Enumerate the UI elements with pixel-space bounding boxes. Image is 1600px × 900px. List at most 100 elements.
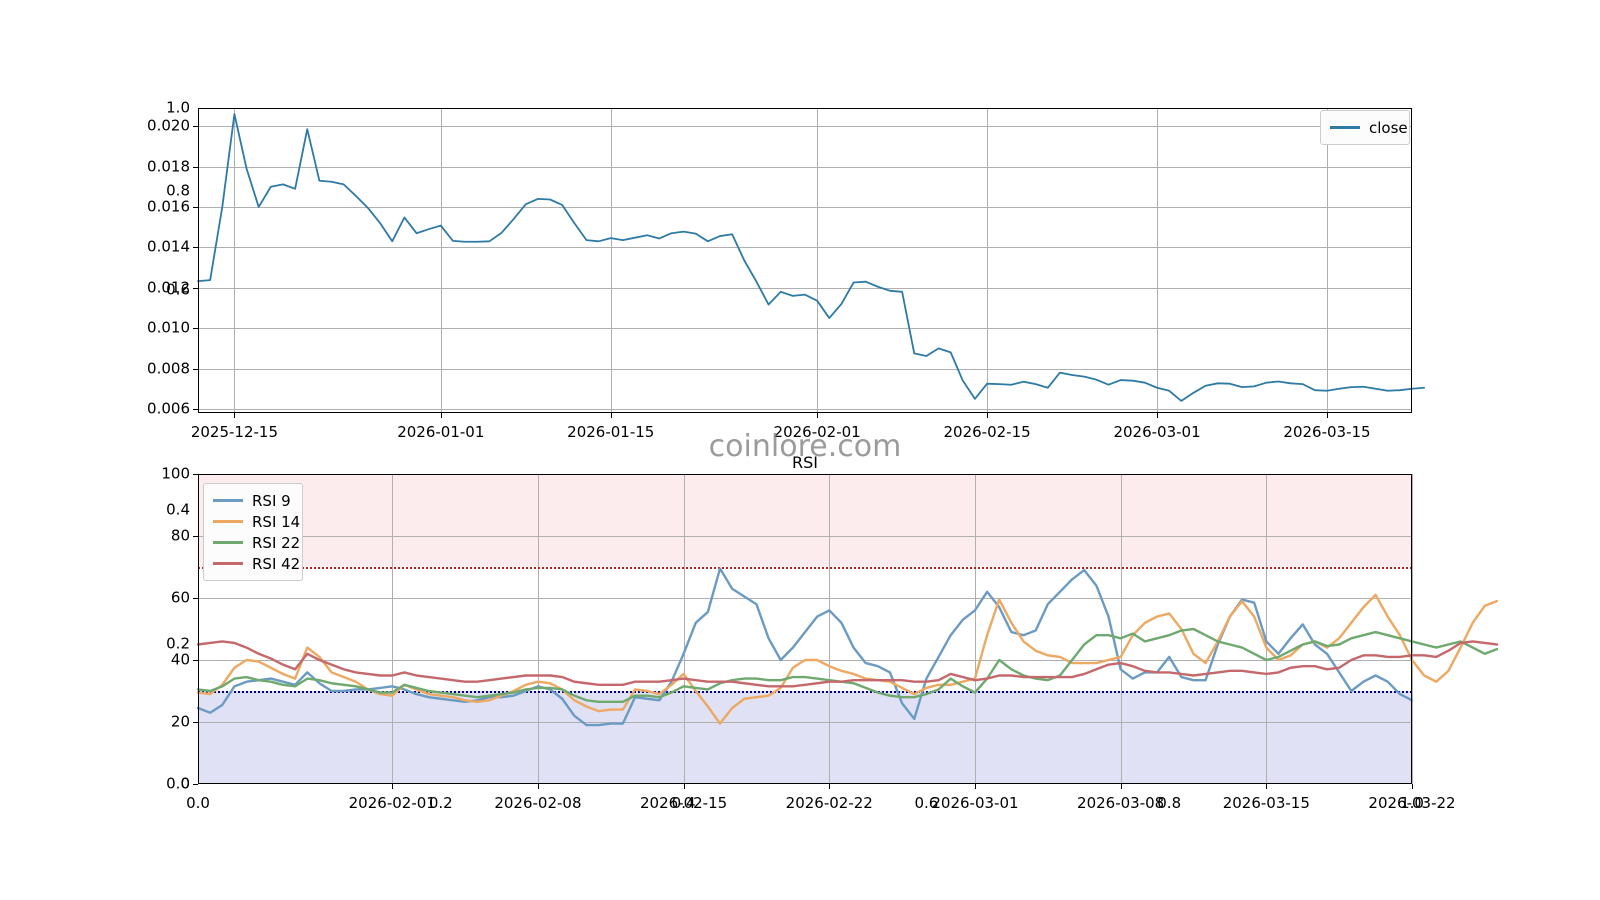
price-gridline-vertical — [1327, 108, 1328, 413]
legend-line-swatch — [213, 562, 243, 565]
rsi-gridline-horizontal — [198, 722, 1412, 723]
price-x-tickmark — [1157, 413, 1159, 418]
price-x-tickmark — [817, 413, 819, 418]
price-x-tick-label: 2025-12-15 — [190, 423, 278, 441]
price-x-tickmark — [440, 413, 442, 418]
price-gridline-horizontal — [198, 166, 1412, 168]
rsi-gridline-vertical — [975, 474, 976, 784]
rsi-y-overlay-tick-label: 0.4 — [166, 500, 190, 519]
price-y-tick-label: 0.014 — [147, 237, 190, 256]
price-gridline-vertical — [610, 108, 612, 413]
rsi-y-tickmark — [193, 722, 198, 723]
legend-item-label: RSI 42 — [252, 554, 301, 573]
rsi-chart-panel — [196, 474, 1499, 784]
price-y-tickmark — [193, 166, 198, 168]
price-chart-panel — [197, 108, 1426, 413]
price-y-tick-label: 0.010 — [147, 318, 190, 337]
price-gridline-vertical — [817, 108, 819, 413]
rsi-x-tick-label: 2026-03-08 — [1077, 794, 1165, 812]
legend-item-rsi-42[interactable]: RSI 42 — [213, 553, 300, 574]
price-y-tickmark — [193, 368, 198, 370]
rsi-gridline-vertical — [1120, 474, 1122, 784]
rsi-y-overlay-tick-label: 0.0 — [166, 774, 190, 793]
price-y-tick-label: 0.006 — [147, 399, 190, 418]
price-y-tick-label: 0.012 — [147, 278, 190, 297]
price-x-tick-label: 2026-03-15 — [1283, 423, 1371, 441]
rsi-x-tick-label: 2026-02-15 — [640, 794, 728, 812]
rsi-x-tickmark — [683, 784, 685, 789]
rsi-y-tickmark — [193, 598, 198, 599]
legend-item-close[interactable]: close — [1330, 117, 1408, 138]
price-x-tickmark — [1327, 413, 1329, 418]
legend-line-swatch — [213, 499, 243, 502]
price-gridline-vertical — [987, 108, 989, 413]
legend-item-rsi-22[interactable]: RSI 22 — [213, 532, 300, 553]
price-gridline-vertical — [1157, 108, 1159, 413]
price-gridline-horizontal — [198, 368, 1412, 370]
price-x-tick-label: 2026-02-01 — [773, 423, 861, 441]
price-y-overlay-tick-label: 0.6 — [166, 280, 190, 299]
price-y-overlay-tick-label: 0.8 — [166, 181, 190, 200]
price-y-tick-label: 0.020 — [147, 116, 190, 135]
price-x-tickmark — [234, 413, 236, 418]
price-y-tickmark — [193, 206, 198, 208]
price-legend[interactable]: close — [1320, 110, 1410, 145]
price-y-tickmark — [193, 408, 198, 410]
legend-line-swatch — [213, 520, 243, 523]
rsi-x-tickmark — [392, 784, 394, 789]
rsi-overbought-band — [198, 474, 1412, 567]
rsi-y-tickmark — [193, 536, 198, 537]
price-y-overlay-tick-label: 1.0 — [166, 98, 190, 117]
rsi-x-tick-label: 2026-03-01 — [931, 794, 1019, 812]
rsi-x-tickmark — [829, 784, 831, 789]
price-y-tickmark — [193, 126, 198, 128]
rsi-x-overlay-tick-label: 0.4 — [671, 794, 696, 812]
legend-item-label: close — [1369, 118, 1408, 137]
rsi-x-tickmark — [1412, 784, 1413, 789]
rsi-x-tickmark — [1120, 784, 1122, 789]
price-gridline-horizontal — [198, 287, 1412, 289]
rsi-legend[interactable]: RSI 9 RSI 14 RSI 22 RSI 42 — [203, 483, 303, 581]
price-x-tick-label: 2026-01-15 — [567, 423, 655, 441]
legend-item-rsi-14[interactable]: RSI 14 — [213, 511, 300, 532]
rsi-oversold-line — [198, 691, 1412, 693]
rsi-gridline-vertical — [1412, 474, 1413, 784]
legend-line-swatch — [1330, 126, 1360, 129]
legend-item-label: RSI 9 — [252, 491, 291, 510]
price-gridline-horizontal — [198, 126, 1412, 128]
price-gridline-horizontal — [198, 328, 1412, 330]
legend-item-rsi-9[interactable]: RSI 9 — [213, 490, 293, 511]
price-x-tick-label: 2026-03-01 — [1113, 423, 1201, 441]
rsi-gridline-horizontal — [198, 536, 1412, 537]
rsi-x-tickmark — [537, 784, 539, 789]
rsi-y-tick-label: 100 — [161, 464, 190, 483]
rsi-x-overlay-tick-label: 1.0 — [1400, 794, 1424, 812]
rsi-x-overlay-tick-label: 0.0 — [186, 794, 210, 812]
price-x-tickmark — [610, 413, 612, 418]
price-y-tickmark — [193, 328, 198, 330]
rsi-x-tick-label: 2026-03-22 — [1368, 794, 1456, 812]
price-line-plot — [197, 113, 1426, 402]
rsi-x-overlay-tick-label: 0.6 — [914, 794, 939, 812]
price-x-tick-label: 2026-02-15 — [943, 423, 1031, 441]
price-y-tickmark — [193, 287, 198, 289]
rsi-gridline-vertical — [1266, 474, 1268, 784]
price-gridline-vertical — [440, 108, 442, 413]
rsi-y-tickmark — [193, 784, 198, 785]
price-y-tick-label: 0.018 — [147, 157, 190, 176]
price-gridline-horizontal — [198, 247, 1412, 249]
rsi-y-tick-label: 20 — [170, 712, 190, 731]
price-x-tickmark — [987, 413, 989, 418]
rsi-gridline-vertical — [537, 474, 539, 784]
watermark: coinlore.com — [708, 429, 902, 464]
price-gridline-vertical — [234, 108, 236, 413]
price-y-tick-label: 0.016 — [147, 197, 190, 216]
rsi-y-tickmark — [193, 474, 198, 475]
price-y-tickmark — [193, 247, 198, 249]
rsi-x-tickmark — [974, 784, 976, 789]
rsi-gridline-vertical — [683, 474, 685, 784]
rsi-y-overlay-tick-label: 0.2 — [166, 634, 190, 653]
price-x-tick-label: 2026-01-01 — [397, 423, 485, 441]
rsi-y-tickmark — [193, 660, 198, 661]
